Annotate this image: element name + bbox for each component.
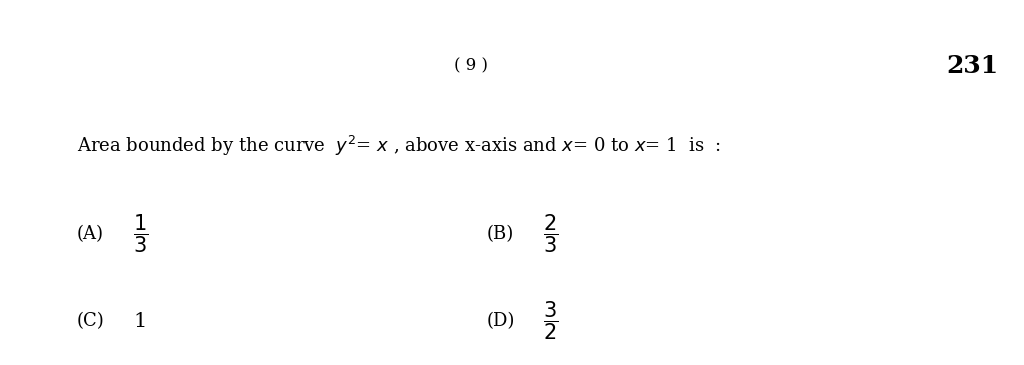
Text: (A): (A) xyxy=(77,224,103,243)
Text: $\dfrac{1}{3}$: $\dfrac{1}{3}$ xyxy=(133,212,148,255)
Text: (D): (D) xyxy=(486,312,515,330)
Text: 231: 231 xyxy=(946,54,998,78)
Text: $\dfrac{2}{3}$: $\dfrac{2}{3}$ xyxy=(543,212,558,255)
Text: (B): (B) xyxy=(486,224,514,243)
Text: Area bounded by the curve  $y^{2}$= $x$ , above x-axis and $x$= 0 to $x$= 1  is : Area bounded by the curve $y^{2}$= $x$ ,… xyxy=(77,134,721,158)
Text: ( 9 ): ( 9 ) xyxy=(454,57,488,74)
Text: 1: 1 xyxy=(133,312,146,331)
Text: (C): (C) xyxy=(77,312,104,330)
Text: $\dfrac{3}{2}$: $\dfrac{3}{2}$ xyxy=(543,300,558,342)
